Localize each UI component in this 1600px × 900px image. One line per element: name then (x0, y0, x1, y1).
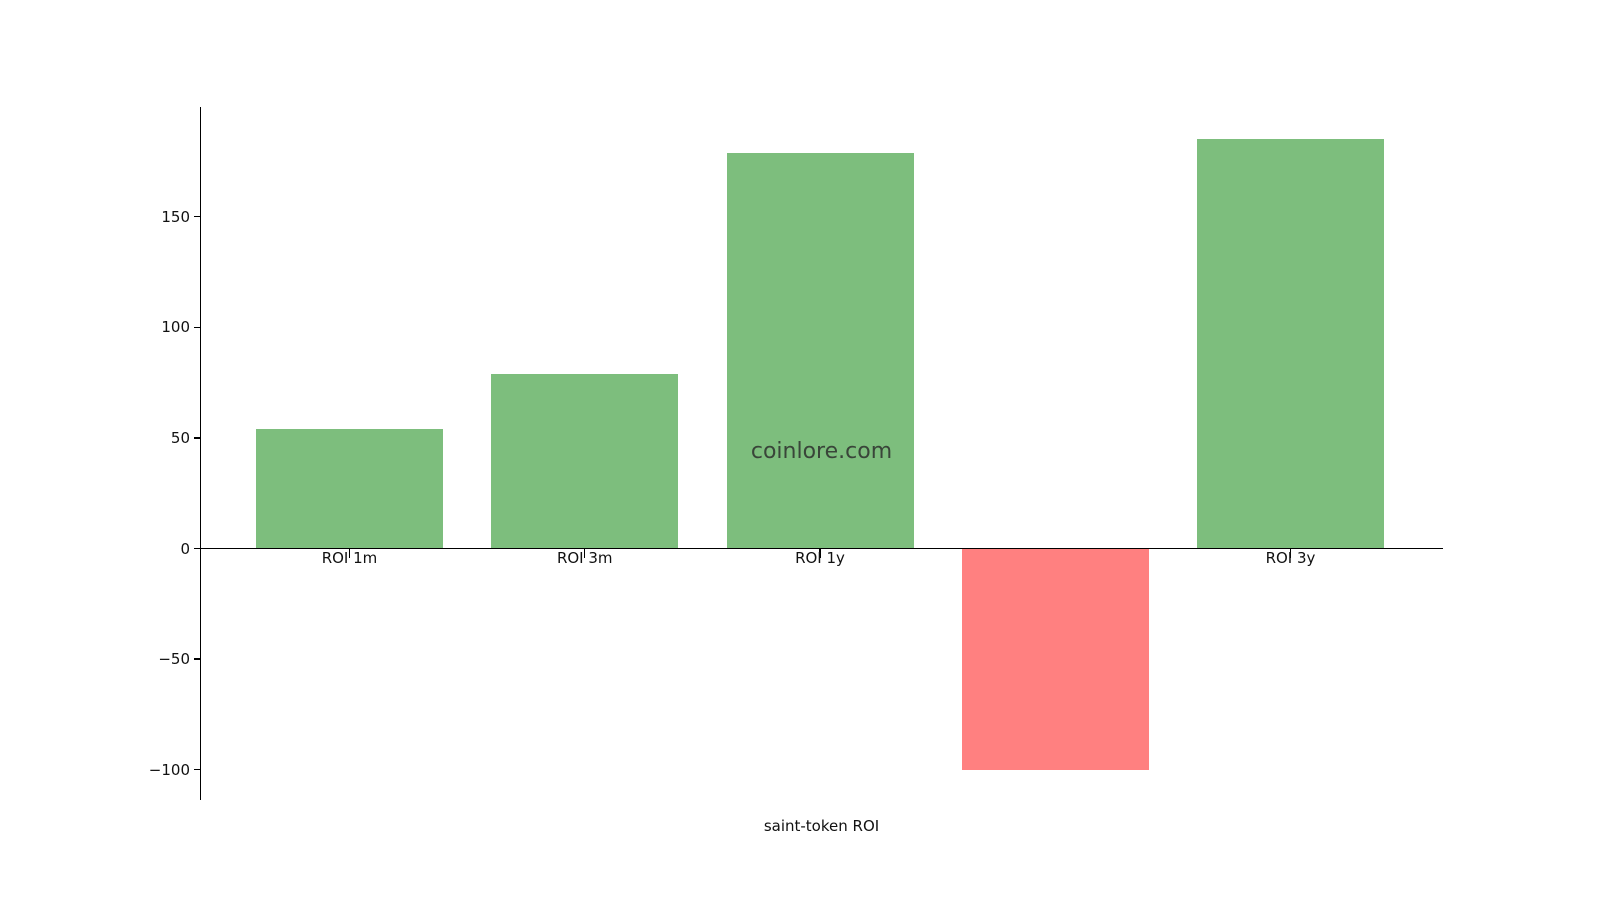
chart-title: saint-token ROI (763, 817, 880, 835)
x-tick-mark (584, 548, 586, 558)
x-tick-mark (348, 548, 351, 558)
y-tick-mark (194, 547, 200, 550)
y-tick-mark (194, 326, 200, 328)
y-tick-label: 150 (161, 207, 190, 226)
x-tick-mark (819, 548, 821, 558)
x-tick-mark (1289, 548, 1292, 558)
x-tick-label: ROI 1y (795, 549, 845, 567)
bar-roi-3 (961, 548, 1149, 770)
watermark: coinlore.com (750, 439, 893, 464)
x-tick-label: ROI 1m (321, 549, 378, 567)
y-tick-label: 50 (170, 428, 190, 447)
x-tick-label: ROI 3m (556, 549, 613, 567)
y-tick-label: −100 (148, 760, 190, 779)
y-tick-mark (194, 216, 200, 218)
x-axis-line (200, 547, 1443, 550)
bar-roi-3y (1197, 139, 1384, 549)
x-tick-label: ROI 3y (1265, 549, 1316, 567)
bar-roi-1y (726, 152, 914, 549)
y-tick-label: −50 (158, 650, 190, 669)
y-tick-mark (194, 437, 200, 439)
y-axis-spine (199, 107, 202, 800)
y-tick-mark (194, 658, 200, 660)
bar-roi-1m (256, 429, 443, 549)
y-tick-mark (194, 769, 200, 771)
y-tick-label: 100 (161, 318, 190, 337)
bar-roi-3m (491, 373, 679, 549)
y-tick-label: 0 (180, 539, 190, 558)
